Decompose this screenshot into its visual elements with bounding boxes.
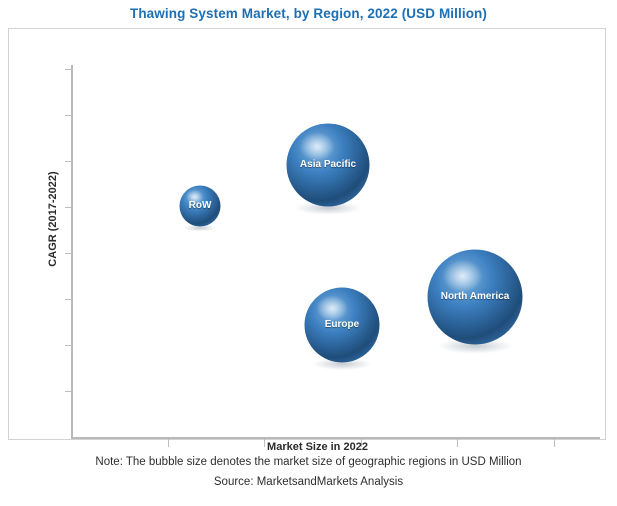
chart-frame: CAGR (2017-2022) Market Size in 2022 RoW… bbox=[8, 28, 606, 453]
footer-source: Source: MarketsandMarkets Analysis bbox=[213, 476, 404, 488]
y-axis-tick-6 bbox=[65, 345, 72, 346]
x-axis-tick-1 bbox=[264, 439, 265, 447]
chart-footer: Note: The bubble size denotes the market… bbox=[0, 452, 617, 492]
x-axis-title: Market Size in 2022 bbox=[267, 441, 368, 453]
bubble-north-america[interactable]: North America bbox=[427, 249, 523, 354]
page-title: Thawing System Market, by Region, 2022 (… bbox=[129, 6, 488, 21]
y-axis-tick-5 bbox=[65, 299, 72, 300]
y-axis-tick-2 bbox=[65, 161, 72, 162]
y-axis-tick-0 bbox=[65, 69, 72, 70]
y-axis-title: CAGR (2017-2022) bbox=[47, 171, 59, 267]
y-axis-tick-3 bbox=[65, 207, 72, 208]
y-axis-line bbox=[71, 65, 73, 439]
y-axis-tick-1 bbox=[65, 115, 72, 116]
x-axis-line bbox=[71, 437, 600, 439]
x-axis-tick-2 bbox=[361, 439, 362, 447]
bubble-asia-pacific[interactable]: Asia Pacific bbox=[286, 123, 370, 215]
x-axis-tick-0 bbox=[168, 439, 169, 447]
bubble-europe[interactable]: Europe bbox=[304, 287, 380, 371]
y-axis-tick-7 bbox=[65, 391, 72, 392]
x-axis-tick-4 bbox=[554, 439, 555, 447]
bubble-row[interactable]: RoW bbox=[179, 185, 221, 232]
y-axis-tick-4 bbox=[65, 253, 72, 254]
x-axis-tick-3 bbox=[457, 439, 458, 447]
plot-area: RoW Asia Pacific Europe North America bbox=[71, 65, 599, 437]
footer-note: Note: The bubble size denotes the market… bbox=[95, 456, 522, 468]
